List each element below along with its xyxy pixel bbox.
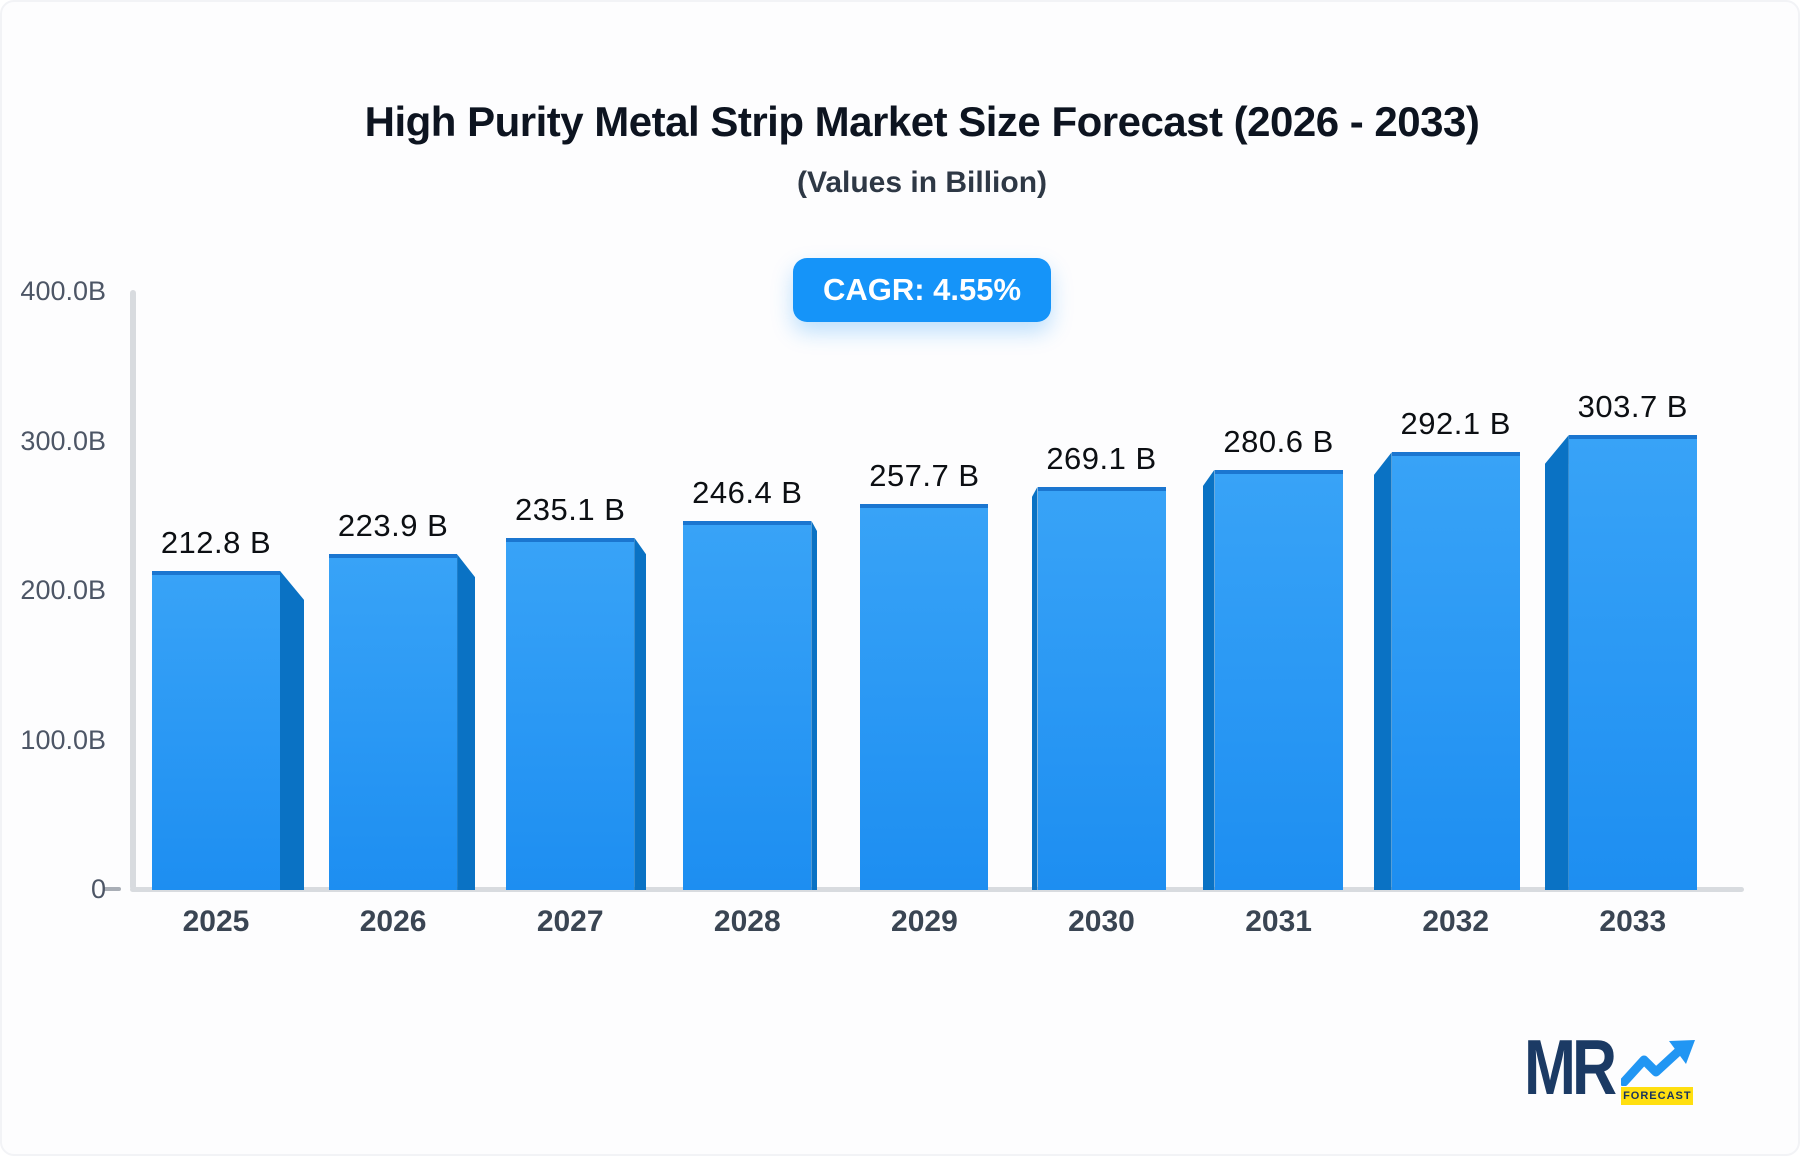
chart-title: High Purity Metal Strip Market Size Fore… bbox=[364, 98, 1480, 145]
y-axis-tick-label-200.0B: 200.0B bbox=[20, 575, 106, 605]
bar-side-face-2027 bbox=[634, 537, 647, 890]
y-axis-tick-label-0: 0 bbox=[90, 874, 106, 904]
bar-side-face-2031 bbox=[1202, 469, 1215, 890]
x-axis-label-2029: 2029 bbox=[891, 905, 958, 938]
y-axis-tick-label-100.0B: 100.0B bbox=[20, 724, 106, 755]
chart-subtitle: (Values in Billion) bbox=[796, 166, 1048, 199]
x-axis-label-2031: 2031 bbox=[1245, 905, 1312, 938]
bar-value-label-2026: 223.9 B bbox=[337, 508, 449, 544]
logo-forecast-chip: FORECAST bbox=[1621, 1087, 1694, 1105]
bar-value-label-2029: 257.7 B bbox=[869, 457, 980, 493]
bar-value-label-2030: 269.1 B bbox=[1046, 440, 1157, 476]
mr-forecast-logo: MR FORECAST bbox=[1524, 1023, 1697, 1111]
logo-mr-text: MR bbox=[1524, 1023, 1617, 1111]
y-axis-line bbox=[130, 290, 136, 890]
bar-2027 bbox=[506, 537, 635, 890]
cagr-badge-row: CAGR: 4.55% bbox=[42, 258, 1798, 322]
trend-arrow-icon bbox=[1621, 1040, 1696, 1086]
bar-2028 bbox=[683, 520, 812, 890]
x-axis-label-2028: 2028 bbox=[713, 905, 781, 938]
bar-side-face-2028 bbox=[811, 520, 818, 890]
x-axis-label-2027: 2027 bbox=[536, 905, 604, 938]
bar-side-face-2025 bbox=[280, 570, 304, 890]
cagr-badge: CAGR: 4.55% bbox=[792, 258, 1052, 322]
x-axis-label-2025: 2025 bbox=[182, 905, 250, 938]
bar-value-label-2033: 303.7 B bbox=[1577, 388, 1688, 424]
bar-2033 bbox=[1568, 434, 1697, 890]
bar-side-face-2033 bbox=[1544, 434, 1569, 890]
bar-value-label-2031: 280.6 B bbox=[1223, 423, 1334, 459]
bar-value-label-2032: 292.1 B bbox=[1400, 406, 1511, 442]
bar-side-face-2032 bbox=[1373, 452, 1392, 890]
y-axis-tick-label-300.0B: 300.0B bbox=[20, 425, 106, 456]
x-axis-label-2032: 2032 bbox=[1422, 905, 1490, 938]
bar-2031 bbox=[1214, 469, 1343, 890]
bar-value-label-2028: 246.4 B bbox=[692, 474, 803, 510]
zero-tick-mark bbox=[103, 887, 121, 891]
logo-right-column: FORECAST bbox=[1621, 1040, 1697, 1105]
bar-value-label-2027: 235.1 B bbox=[515, 491, 626, 527]
x-axis-label-2033: 2033 bbox=[1599, 905, 1667, 938]
bar-side-face-2026 bbox=[457, 554, 476, 890]
x-axis-label-2030: 2030 bbox=[1068, 905, 1135, 938]
bar-2025 bbox=[152, 570, 280, 890]
bar-2032 bbox=[1391, 452, 1520, 890]
x-axis-label-2026: 2026 bbox=[359, 905, 427, 938]
y-axis-tick-label-400.0B: 400.0B bbox=[20, 276, 106, 306]
bar-value-label-2025: 212.8 B bbox=[160, 524, 272, 560]
bar-2030 bbox=[1037, 486, 1166, 890]
bar-side-face-2030 bbox=[1031, 486, 1038, 890]
bar-2029 bbox=[860, 503, 989, 890]
bar-2026 bbox=[329, 554, 458, 890]
